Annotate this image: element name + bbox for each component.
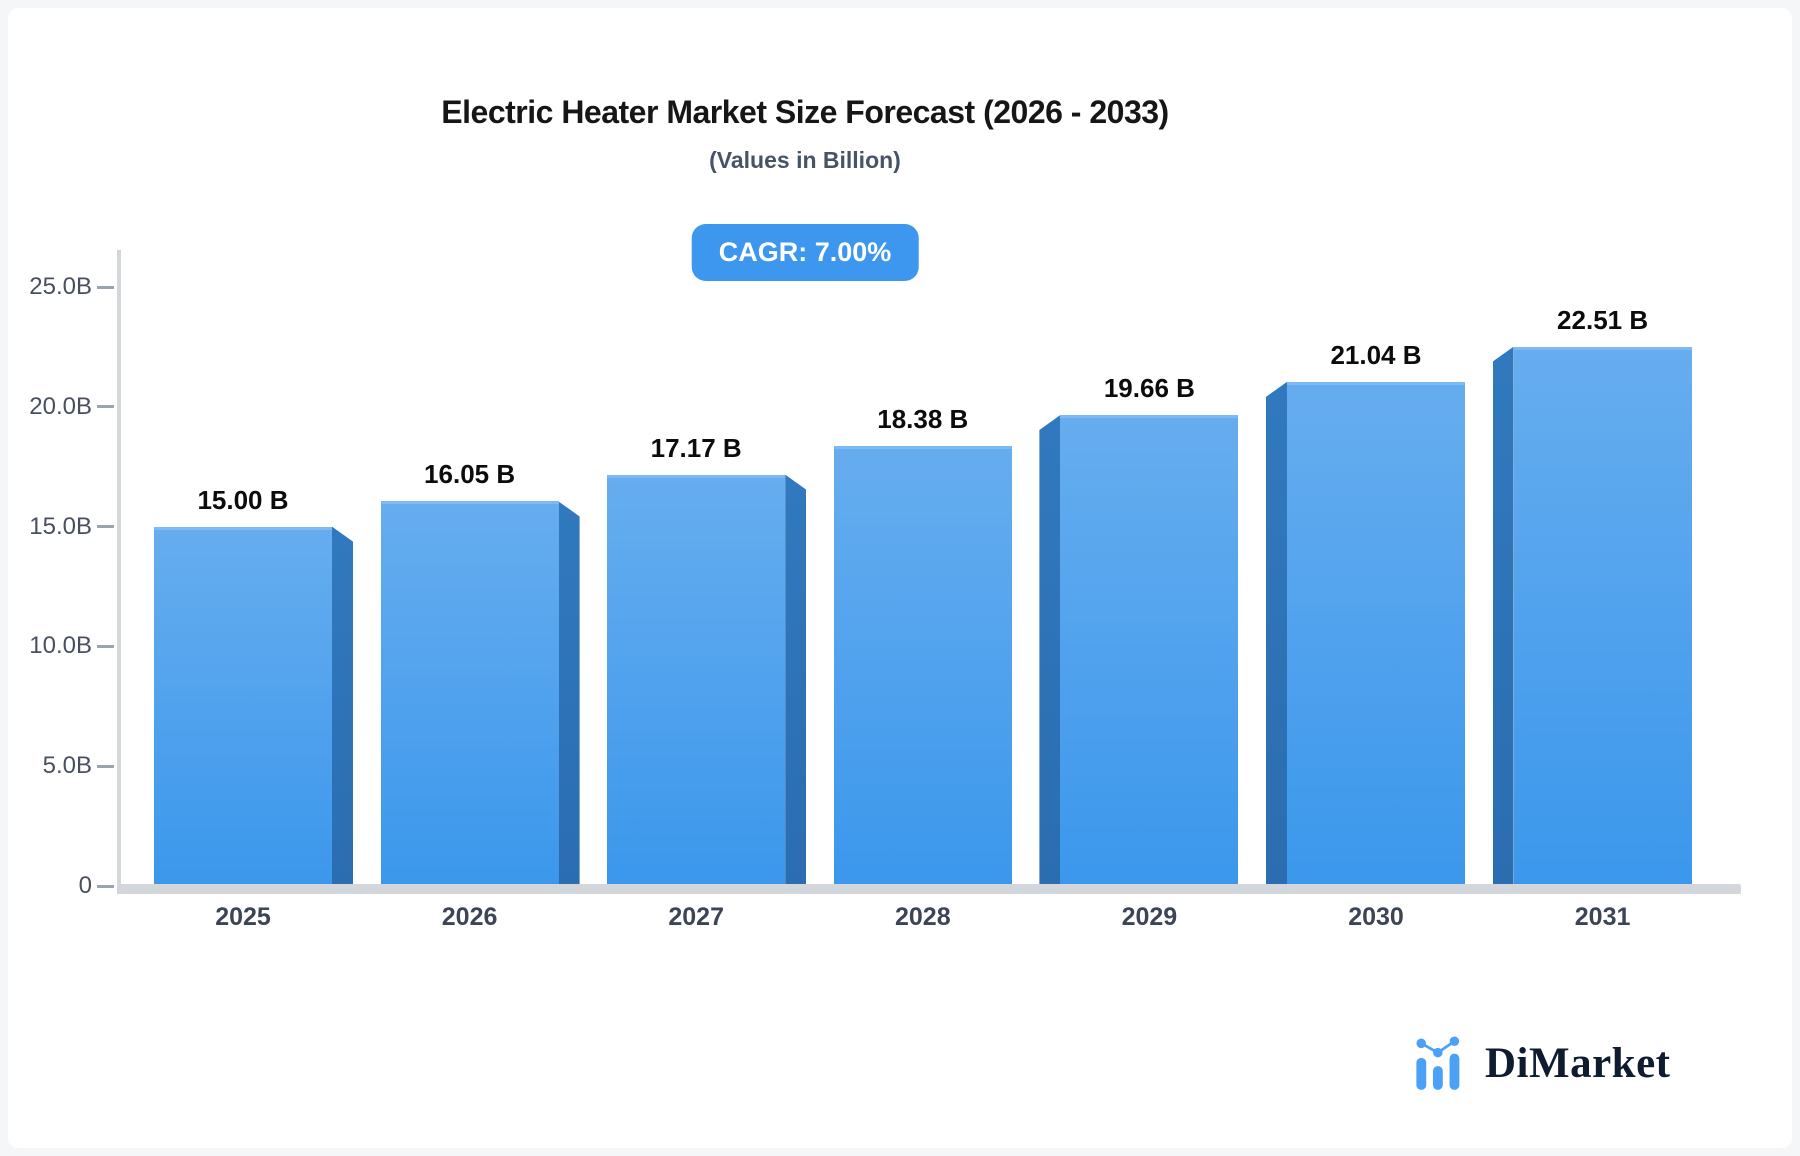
bar-value-label: 21.04 B	[1330, 339, 1422, 370]
y-axis-tick-mark	[97, 884, 114, 888]
bar-face	[1287, 381, 1465, 888]
bar-2028	[833, 445, 1012, 888]
bar-3d-side	[332, 526, 353, 888]
y-axis-tick-mark	[97, 405, 114, 409]
bar-face	[1060, 414, 1239, 888]
bar-face	[607, 474, 786, 888]
dimarket-logo: DiMarket	[1414, 1034, 1671, 1092]
bar-value-label: 15.00 B	[197, 484, 289, 515]
bar-value-label: 17.17 B	[650, 432, 742, 463]
chart-subtitle: (Values in Billion)	[709, 147, 901, 173]
x-axis-label: 2031	[1574, 903, 1631, 931]
cagr-badge: CAGR: 7.00%	[691, 224, 919, 281]
x-axis-label: 2030	[1348, 903, 1404, 931]
bar-2031	[1492, 346, 1692, 888]
bar-value-label: 16.05 B	[424, 459, 516, 490]
bar-face	[833, 445, 1012, 888]
chart-title: Electric Heater Market Size Forecast (20…	[441, 94, 1169, 130]
x-axis-label: 2027	[668, 903, 724, 931]
y-axis-tick-label: 15.0B	[29, 512, 92, 540]
y-axis-tick-label: 0	[78, 872, 92, 899]
x-axis-baseline	[117, 884, 1741, 894]
bar-face	[380, 501, 559, 888]
y-axis-tick-label: 5.0B	[42, 752, 92, 780]
bar-2025	[154, 526, 353, 888]
y-axis-tick-label: 10.0B	[29, 632, 92, 660]
bar-value-label: 19.66 B	[1103, 372, 1195, 403]
y-axis-tick-mark	[97, 525, 114, 529]
bar-2029	[1039, 414, 1239, 888]
bar-face	[154, 526, 332, 888]
y-axis-tick-mark	[97, 285, 114, 289]
bar-3d-side	[785, 474, 807, 888]
x-axis-label: 2026	[441, 903, 498, 931]
bar-3d-side	[1039, 414, 1061, 888]
logo-text: DiMarket	[1485, 1039, 1671, 1087]
bar-value-label: 18.38 B	[877, 403, 969, 434]
bar-2026	[380, 501, 580, 888]
x-axis-label: 2025	[215, 903, 271, 931]
x-axis-label: 2028	[894, 903, 951, 931]
y-axis-tick-mark	[97, 644, 114, 648]
y-axis-tick-mark	[97, 764, 114, 768]
bar-2027	[607, 474, 807, 888]
y-axis-line	[117, 250, 121, 894]
bar-face	[1513, 346, 1692, 888]
bar-3d-side	[1266, 381, 1287, 888]
x-axis-label: 2029	[1121, 903, 1178, 931]
bar-2030	[1266, 381, 1465, 888]
bar-value-label: 22.51 B	[1557, 304, 1649, 335]
bar-line-chart-icon	[1416, 1036, 1460, 1090]
bar-3d-side	[558, 501, 580, 888]
y-axis-tick-label: 20.0B	[29, 392, 92, 420]
bar-3d-side	[1492, 346, 1514, 888]
y-axis-tick-label: 25.0B	[29, 273, 92, 300]
